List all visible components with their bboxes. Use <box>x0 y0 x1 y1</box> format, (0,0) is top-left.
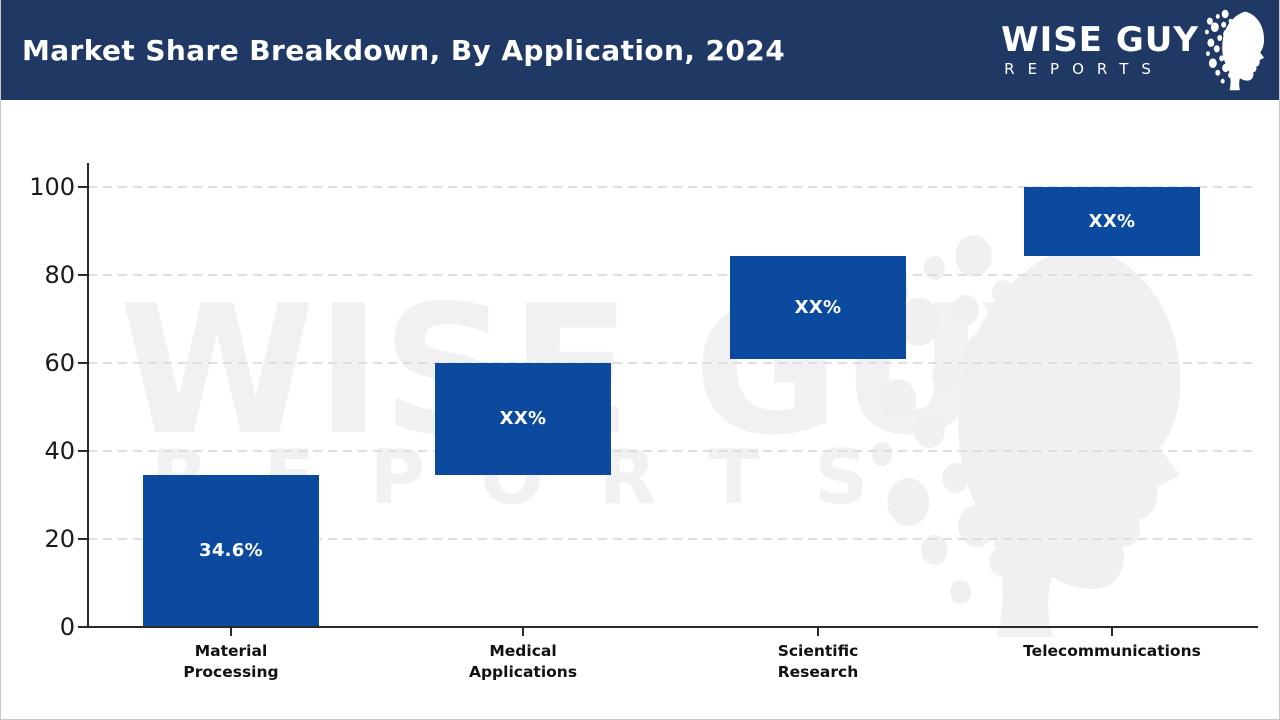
gridline-40 <box>88 450 1257 452</box>
bar-value-label: XX% <box>1088 211 1136 233</box>
y-axis-tick <box>78 450 88 452</box>
header-bar: Market Share Breakdown, By Application, … <box>1 0 1279 100</box>
x-axis-label-line: Processing <box>183 663 279 681</box>
brand-logo: WISE GUY REPORTS <box>1001 8 1267 92</box>
watermark-head-icon <box>856 226 1196 646</box>
y-axis-line <box>87 163 89 628</box>
x-axis-label-medical-applications: Medical Applications <box>413 641 633 683</box>
gridline-60 <box>88 362 1257 364</box>
x-axis-line <box>87 626 1258 628</box>
x-axis-label-material-processing: Material Processing <box>121 641 341 683</box>
bar-value-label: XX% <box>499 408 547 430</box>
y-axis-tick <box>78 538 88 540</box>
bar-value-label: 34.6% <box>199 540 263 562</box>
x-axis-label-line: Material <box>194 642 268 660</box>
y-axis-tick-label: 40 <box>44 437 75 465</box>
y-axis-tick <box>78 186 88 188</box>
bar-medical-applications[interactable]: XX% <box>435 363 611 475</box>
bar-telecommunications[interactable]: XX% <box>1024 187 1200 257</box>
brand-logo-text: WISE GUY REPORTS <box>1001 22 1199 78</box>
logo-subtext: REPORTS <box>1004 60 1164 78</box>
x-axis-label-line: Applications <box>468 663 578 681</box>
page-title: Market Share Breakdown, By Application, … <box>22 33 786 67</box>
bar-material-processing[interactable]: 34.6% <box>143 474 319 627</box>
y-axis-tick <box>78 362 88 364</box>
x-axis-label-telecommunications: Telecommunications <box>1002 641 1222 662</box>
bar-value-label: XX% <box>794 296 842 318</box>
x-axis-tick <box>817 627 819 636</box>
x-axis-tick <box>1111 627 1113 636</box>
gridline-80 <box>88 274 1257 276</box>
x-axis-label-scientific-research: Scientific Research <box>708 641 928 683</box>
y-axis-tick-label: 60 <box>44 349 75 377</box>
y-axis-tick-label: 0 <box>59 613 75 641</box>
gridline-100 <box>88 186 1257 188</box>
y-axis-tick <box>78 626 88 628</box>
y-axis-tick-label: 100 <box>29 173 75 201</box>
x-axis-label-line: Research <box>777 663 859 681</box>
x-axis-tick <box>230 627 232 636</box>
y-axis-tick-label: 80 <box>44 261 75 289</box>
y-axis-tick <box>78 274 88 276</box>
gridline-20 <box>88 538 1257 540</box>
x-axis-label-line: Telecommunications <box>1023 642 1201 660</box>
logo-head-icon <box>1203 8 1267 92</box>
x-axis-label-line: Scientific <box>777 642 859 660</box>
y-axis-tick-label: 20 <box>44 525 75 553</box>
x-axis-label-line: Medical <box>489 642 557 660</box>
logo-wordmark: WISE GUY <box>1001 20 1199 60</box>
bar-scientific-research[interactable]: XX% <box>730 256 906 359</box>
x-axis-tick <box>522 627 524 636</box>
